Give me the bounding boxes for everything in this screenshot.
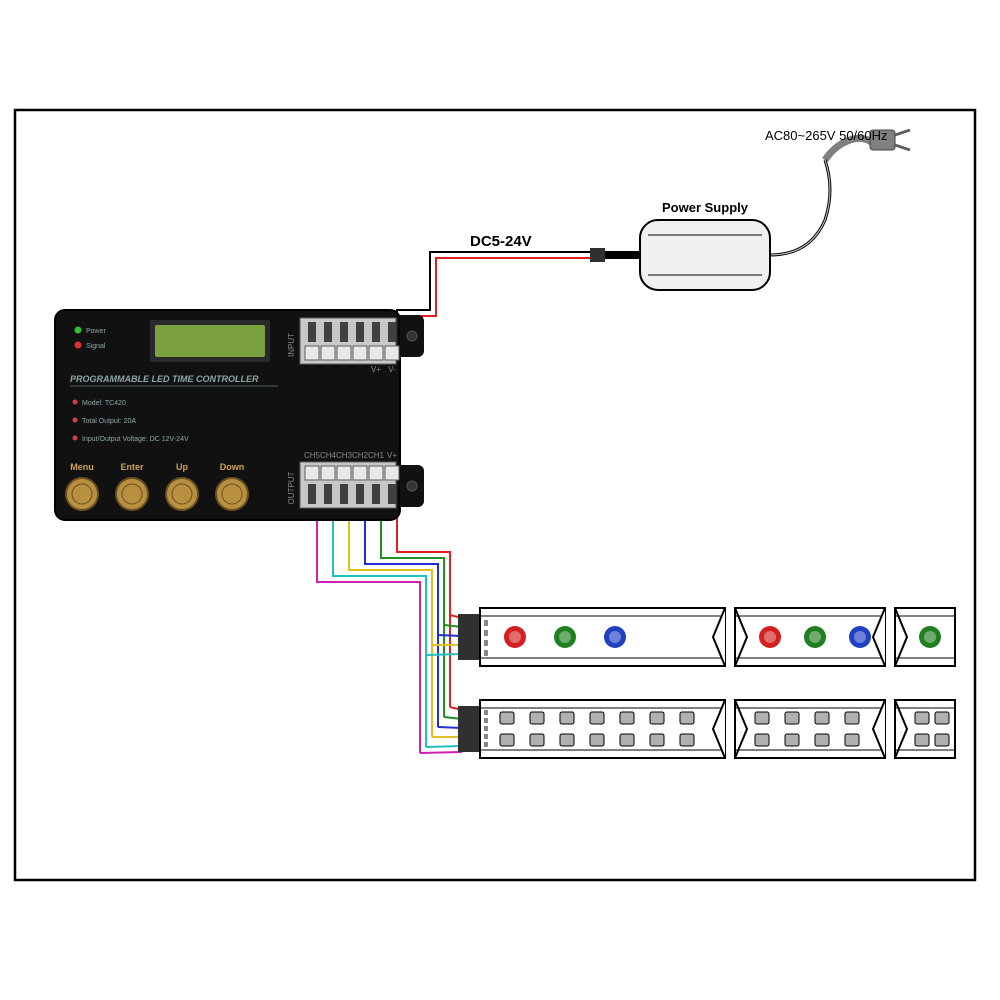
pin-vplus-out: V+ [387, 451, 397, 460]
pin-ch5: CH5 [304, 451, 321, 460]
pin-vminus-in: V- [388, 365, 396, 374]
pin-vplus-in: V+ [371, 365, 381, 374]
wiring-diagram: Power Signal PROGRAMMABLE LED TIME CONTR… [0, 0, 1000, 1000]
led-controller: Power Signal PROGRAMMABLE LED TIME CONTR… [55, 310, 424, 520]
output-wires [317, 510, 462, 753]
led-strip-rgb [458, 608, 955, 666]
power-supply-label: Power Supply [662, 200, 749, 215]
controller-output: Total Output: 20A [82, 418, 136, 425]
ac-voltage-label: AC80~265V 50/60Hz [765, 128, 888, 143]
controller-model: Model: TC420 [82, 400, 126, 407]
btn-menu-label: Menu [70, 462, 94, 472]
controller-title: PROGRAMMABLE LED TIME CONTROLLER [70, 374, 259, 384]
led-strip-dual [458, 700, 955, 758]
btn-down-label: Down [220, 462, 245, 472]
output-terminal: OUTPUT V+ CH1 CH2 CH3 CH4 CH5 [287, 451, 399, 508]
ac-plug [770, 130, 910, 255]
controller-voltage: Input/Output Voltage: DC 12V-24V [82, 436, 189, 443]
btn-enter-label: Enter [120, 462, 144, 472]
input-side-label: INPUT [287, 333, 296, 357]
pin-ch1: CH1 [368, 451, 385, 460]
dc-voltage-label: DC5-24V [470, 233, 532, 250]
dc-wires [397, 248, 640, 340]
output-side-label: OUTPUT [287, 471, 296, 504]
pin-ch4: CH4 [320, 451, 337, 460]
pin-ch2: CH2 [352, 451, 369, 460]
btn-up-label: Up [176, 462, 188, 472]
power-supply: Power Supply [640, 200, 770, 290]
status-signal-label: Signal [86, 343, 106, 350]
status-power-label: Power [86, 328, 107, 335]
pin-ch3: CH3 [336, 451, 353, 460]
